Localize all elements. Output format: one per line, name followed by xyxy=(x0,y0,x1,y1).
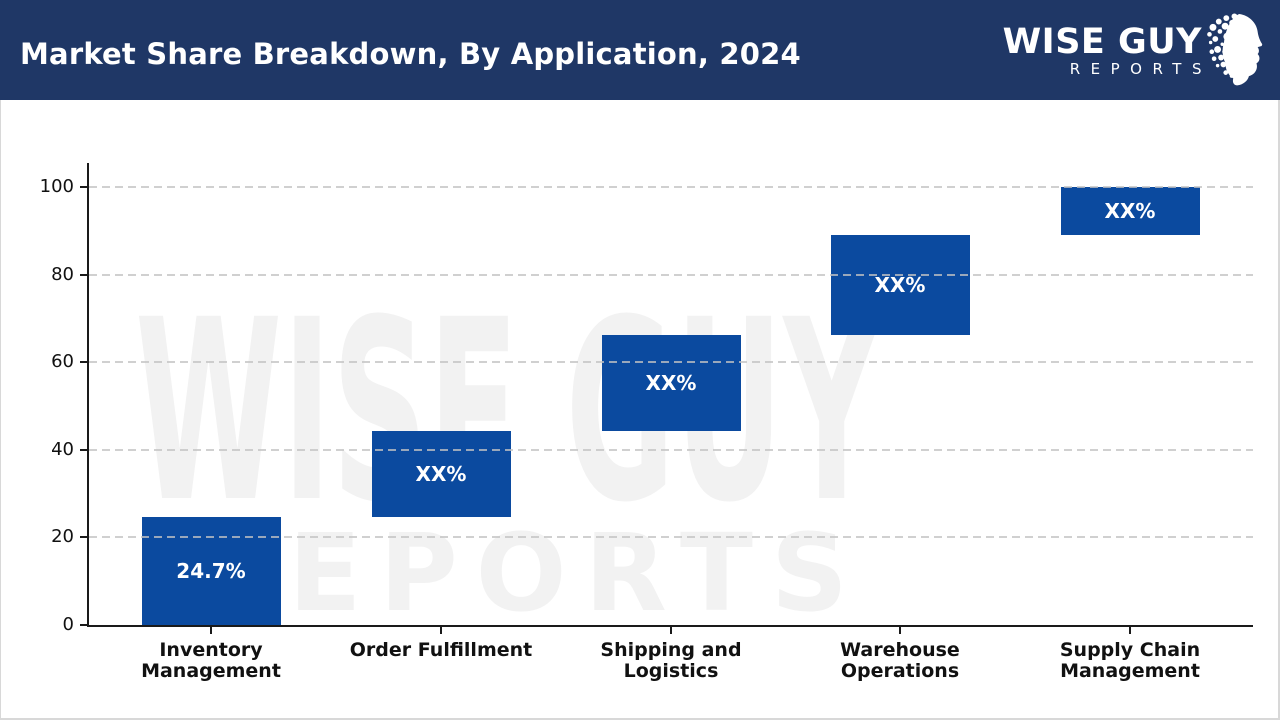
header-bar: Market Share Breakdown, By Application, … xyxy=(0,0,1280,100)
y-axis-tick xyxy=(80,361,87,364)
y-axis-tick-label: 20 xyxy=(51,526,74,548)
logo-wordmark: WISE GUY xyxy=(1002,21,1202,62)
category-label-line: Logistics xyxy=(623,660,719,682)
y-axis-tick xyxy=(80,273,87,276)
bar-value-label: XX% xyxy=(874,272,926,297)
brand-logo: WISE GUY REPORTS xyxy=(1003,8,1264,92)
x-axis-tick xyxy=(899,627,901,634)
y-axis-tick xyxy=(80,448,87,451)
gridline xyxy=(89,448,1253,451)
category-label-line: Operations xyxy=(840,660,960,682)
watermark-subtext: REPORTS xyxy=(188,512,848,636)
logo-subtext: REPORTS xyxy=(1069,59,1212,78)
category-label: Shipping and Logistics xyxy=(556,640,786,682)
category-label: Order Fulfillment xyxy=(326,640,556,661)
chart-area: WISE GUY REPORTS 24.7%InventoryManagemen… xyxy=(0,100,1280,720)
category-label-line: Warehouse xyxy=(840,639,960,661)
x-axis-tick xyxy=(440,627,442,634)
gridline xyxy=(89,186,1253,188)
bar-value-label: XX% xyxy=(645,370,697,395)
x-axis-tick xyxy=(1129,627,1131,634)
page-border-bottom xyxy=(0,718,1280,720)
page-border-right xyxy=(1278,100,1280,720)
y-axis-tick-label: 80 xyxy=(51,263,74,285)
gridline xyxy=(89,536,1253,539)
bar-segment: XX% xyxy=(601,334,741,431)
category-label: Warehouse Operations xyxy=(785,640,1015,682)
bar-segment: XX% xyxy=(1060,187,1200,235)
bar-segment: XX% xyxy=(830,234,970,335)
logo-face-icon xyxy=(1206,11,1264,89)
y-axis-tick-label: 100 xyxy=(39,176,74,197)
page-title: Market Share Breakdown, By Application, … xyxy=(20,37,801,71)
y-axis-tick xyxy=(80,186,87,188)
category-label-line: Inventory xyxy=(159,639,263,661)
category-label-line: Management xyxy=(141,660,281,682)
y-axis-tick-label: 40 xyxy=(51,438,74,460)
category-label-line: Supply Chain xyxy=(1059,639,1201,661)
bar-value-label: XX% xyxy=(1104,198,1156,223)
x-axis-tick xyxy=(210,627,212,634)
y-axis-line xyxy=(87,163,89,627)
x-axis-tick xyxy=(670,627,672,634)
gridline xyxy=(89,361,1253,364)
y-axis-tick xyxy=(80,624,87,626)
y-axis-tick-label: 60 xyxy=(51,351,74,373)
category-label: Inventory Management xyxy=(96,640,326,682)
category-label: Supply Chain Management xyxy=(1015,640,1245,682)
page-border-left xyxy=(0,100,1,720)
bar-segment: 24.7% xyxy=(141,516,281,625)
y-axis-tick-label: 0 xyxy=(62,614,74,635)
x-axis-line xyxy=(87,625,1253,627)
bar-value-label: XX% xyxy=(415,461,467,486)
category-label-line: Management xyxy=(1060,660,1200,682)
bar-value-label: 24.7% xyxy=(176,558,246,583)
category-label-line: Order Fulfillment xyxy=(349,639,533,661)
brand-logo-text: WISE GUY REPORTS xyxy=(1003,23,1202,78)
y-axis-tick xyxy=(80,536,87,539)
gridline xyxy=(89,273,1253,276)
category-label-line: Shipping and xyxy=(600,639,742,661)
bar-segment: XX% xyxy=(371,430,511,517)
